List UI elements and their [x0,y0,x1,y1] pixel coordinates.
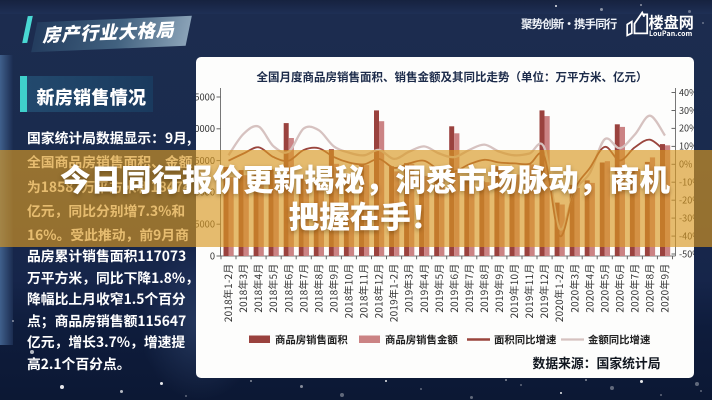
svg-text:2018年8月: 2018年8月 [310,264,325,313]
svg-text:商品房销售面积: 商品房销售面积 [275,332,348,347]
svg-text:2018年11月: 2018年11月 [356,264,371,319]
svg-text:2020年1-2月: 2020年1-2月 [551,264,566,323]
svg-text:2020年5月: 2020年5月 [596,264,611,313]
svg-text:2020年7月: 2020年7月 [627,264,642,313]
svg-text:2020年4月: 2020年4月 [581,264,596,313]
svg-text:2018年7月: 2018年7月 [295,264,310,313]
svg-text:2020年3月: 2020年3月 [566,264,581,313]
svg-text:金额同比增速: 金额同比增速 [588,332,651,347]
svg-text:楼盘网: 楼盘网 [649,11,694,33]
svg-text:2019年7月: 2019年7月 [461,264,476,313]
svg-text:20000: 20000 [196,121,215,135]
svg-text:2020年9月: 2020年9月 [657,264,672,313]
svg-text:0: 0 [210,248,215,262]
svg-text:2019年8月: 2019年8月 [476,264,491,313]
svg-text:2018年9月: 2018年9月 [326,264,341,313]
svg-text:2019年3月: 2019年3月 [401,264,416,313]
svg-text:2018年12月: 2018年12月 [371,264,386,319]
svg-text:30%: 30% [679,103,694,117]
svg-text:2020年6月: 2020年6月 [611,264,626,313]
svg-text:2019年4月: 2019年4月 [416,264,431,313]
svg-text:2018年10月: 2018年10月 [341,264,356,319]
svg-text:2019年1-2月: 2019年1-2月 [386,264,401,323]
svg-text:2019年12月: 2019年12月 [536,264,551,319]
svg-text:2019年11月: 2019年11月 [521,264,536,319]
svg-text:2018年5月: 2018年5月 [265,264,280,313]
svg-text:面积同比增速: 面积同比增速 [494,332,557,347]
svg-text:2019年10月: 2019年10月 [506,264,521,319]
svg-text:25000: 25000 [196,89,215,103]
svg-text:10%: 10% [679,139,694,153]
svg-text:2018年1-2月: 2018年1-2月 [220,264,235,323]
svg-text:2019年9月: 2019年9月 [491,264,506,313]
svg-text:2018年3月: 2018年3月 [235,264,250,313]
svg-text:40%: 40% [679,85,694,99]
svg-text:2018年6月: 2018年6月 [280,264,295,313]
svg-text:20%: 20% [679,121,694,135]
svg-text:商品房销售金额: 商品房销售金额 [385,332,458,347]
svg-text:2018年4月: 2018年4月 [250,264,265,313]
svg-text:2020年8月: 2020年8月 [642,264,657,313]
svg-text:数据来源：国家统计局: 数据来源：国家统计局 [533,353,661,372]
svg-text:LouPan.com: LouPan.com [649,29,693,39]
svg-text:2019年5月: 2019年5月 [431,264,446,313]
svg-text:2019年6月: 2019年6月 [446,264,461,313]
svg-text:全国月度商品房销售面积、销售金额及其同比走势（单位：万平方米: 全国月度商品房销售面积、销售金额及其同比走势（单位：万平方米、亿元） [257,69,648,85]
svg-text:-50%: -50% [679,246,694,260]
